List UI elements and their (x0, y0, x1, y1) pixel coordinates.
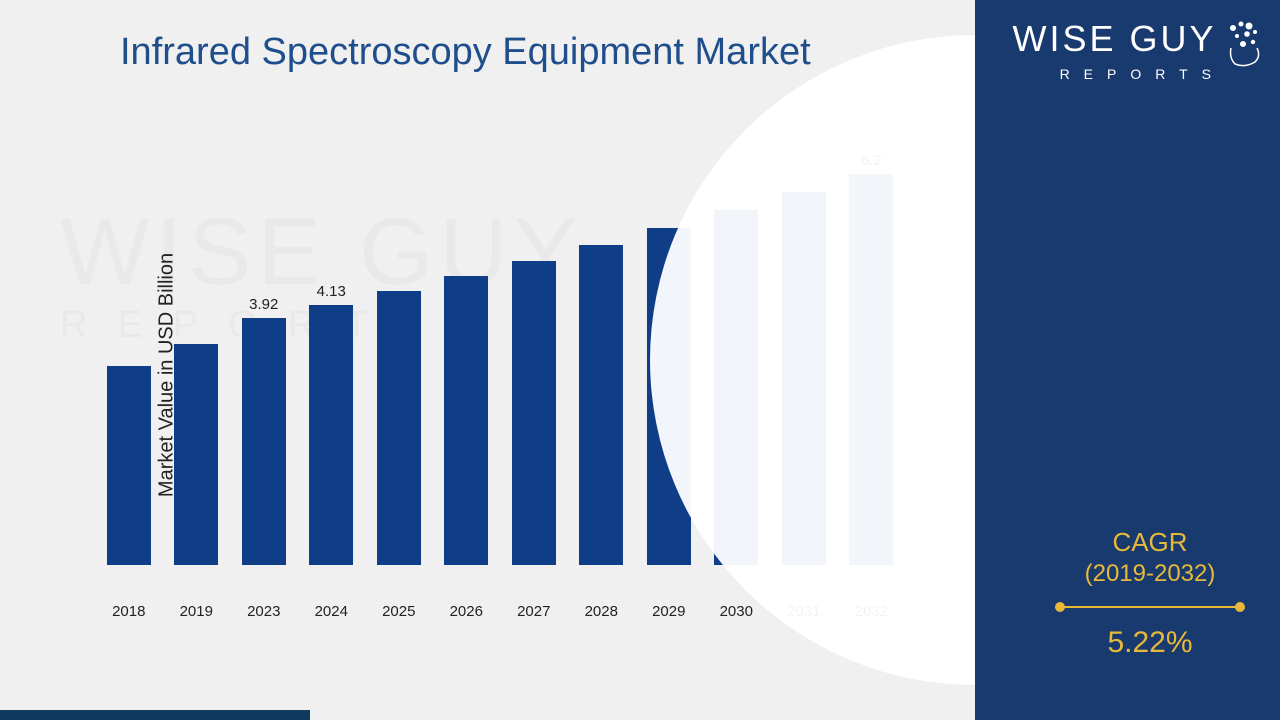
bar (512, 261, 556, 565)
bar (579, 245, 623, 565)
logo-head-icon (1225, 18, 1265, 68)
bottom-accent-bar (0, 710, 310, 720)
x-tick-label: 2018 (95, 603, 163, 620)
x-tick-label: 2026 (433, 603, 501, 620)
right-panel: WISE GUY REPORTS CAGR (2019-2032) 5.22% (975, 0, 1280, 720)
bar: 4.13 (309, 305, 353, 566)
x-tick-label: 2023 (230, 603, 298, 620)
x-tick-label: 2030 (703, 603, 771, 620)
bar-slot (163, 155, 231, 565)
x-tick-label: 2019 (163, 603, 231, 620)
x-tick-label: 2029 (635, 603, 703, 620)
x-tick-label: 2025 (365, 603, 433, 620)
x-tick-label: 2028 (568, 603, 636, 620)
x-tick-label: 2027 (500, 603, 568, 620)
cagr-period: (2019-2032) (1020, 560, 1280, 588)
bar (444, 276, 488, 565)
cagr-value: 5.22% (1020, 626, 1280, 660)
cagr-block: CAGR (2019-2032) 5.22% (1020, 527, 1280, 660)
logo: WISE GUY REPORTS (990, 18, 1265, 82)
bar-slot (95, 155, 163, 565)
bar-value-label: 3.92 (249, 296, 278, 313)
logo-main-text: WISE GUY (1013, 18, 1217, 60)
bar (174, 344, 218, 565)
bar-value-label: 4.13 (317, 283, 346, 300)
chart-title: Infrared Spectroscopy Equipment Market (120, 30, 811, 76)
bar (107, 366, 151, 565)
cagr-divider (1060, 606, 1240, 608)
bar-slot (433, 155, 501, 565)
logo-sub-text: REPORTS (990, 66, 1265, 82)
bar-slot (500, 155, 568, 565)
bar-slot (568, 155, 636, 565)
cagr-label: CAGR (1020, 527, 1280, 558)
bar-slot: 3.92 (230, 155, 298, 565)
x-tick-label: 2024 (298, 603, 366, 620)
bar: 3.92 (242, 318, 286, 565)
bar-slot: 4.13 (298, 155, 366, 565)
bar (377, 291, 421, 565)
bar-slot (365, 155, 433, 565)
